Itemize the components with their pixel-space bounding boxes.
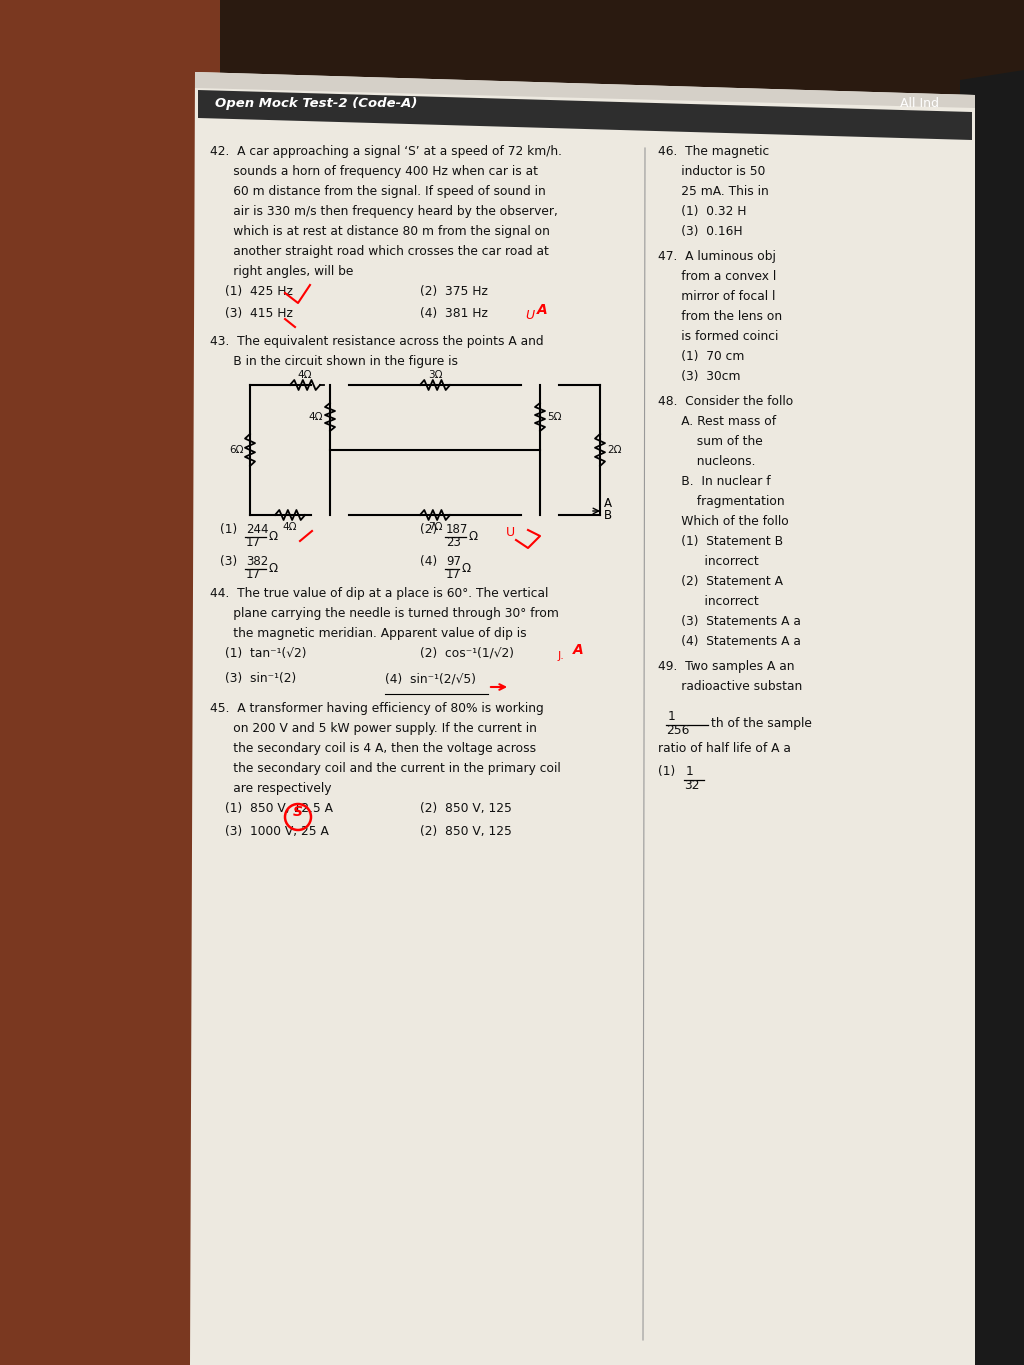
Text: 60 m distance from the signal. If speed of sound in: 60 m distance from the signal. If speed … bbox=[210, 186, 546, 198]
Text: J.: J. bbox=[558, 651, 565, 661]
Text: 1: 1 bbox=[668, 710, 676, 723]
Text: 25 mA. This in: 25 mA. This in bbox=[658, 186, 769, 198]
Text: (1)  70 cm: (1) 70 cm bbox=[658, 349, 744, 363]
Text: 43.  The equivalent resistance across the points A and: 43. The equivalent resistance across the… bbox=[210, 334, 544, 348]
Text: (2): (2) bbox=[420, 523, 437, 536]
Text: B in the circuit shown in the figure is: B in the circuit shown in the figure is bbox=[210, 355, 458, 369]
Text: 244: 244 bbox=[246, 523, 268, 536]
Text: (3)  1000 V, 25 A: (3) 1000 V, 25 A bbox=[225, 824, 329, 838]
Text: radioactive substan: radioactive substan bbox=[658, 680, 802, 693]
Text: fragmentation: fragmentation bbox=[658, 495, 784, 508]
Text: (1)  425 Hz: (1) 425 Hz bbox=[225, 285, 293, 298]
Text: Ω: Ω bbox=[469, 530, 477, 543]
Text: 17: 17 bbox=[246, 568, 261, 581]
Text: 256: 256 bbox=[666, 723, 689, 737]
Text: (4)  381 Hz: (4) 381 Hz bbox=[420, 307, 487, 319]
Text: 3Ω: 3Ω bbox=[428, 370, 442, 379]
Polygon shape bbox=[961, 70, 1024, 1365]
Text: Open Mock Test-2 (Code-A): Open Mock Test-2 (Code-A) bbox=[215, 97, 418, 111]
Text: 7Ω: 7Ω bbox=[428, 521, 442, 532]
Text: (1)  0.32 H: (1) 0.32 H bbox=[658, 205, 746, 218]
Text: 46.  The magnetic: 46. The magnetic bbox=[658, 145, 769, 158]
Text: (1): (1) bbox=[658, 764, 675, 778]
Text: Ω: Ω bbox=[268, 530, 278, 543]
Text: nucleons.: nucleons. bbox=[658, 455, 756, 468]
Text: A: A bbox=[604, 497, 612, 511]
Text: (2)  375 Hz: (2) 375 Hz bbox=[420, 285, 487, 298]
Text: are respectively: are respectively bbox=[210, 782, 332, 794]
Text: on 200 V and 5 kW power supply. If the current in: on 200 V and 5 kW power supply. If the c… bbox=[210, 722, 537, 734]
Text: (2)  Statement A: (2) Statement A bbox=[658, 575, 783, 588]
Text: (4)  Statements A a: (4) Statements A a bbox=[658, 635, 801, 648]
Text: U: U bbox=[506, 526, 515, 539]
Text: the secondary coil is 4 A, then the voltage across: the secondary coil is 4 A, then the volt… bbox=[210, 743, 537, 755]
Text: (1)  Statement B: (1) Statement B bbox=[658, 535, 783, 547]
Text: (2)  cos⁻¹(1/√2): (2) cos⁻¹(1/√2) bbox=[420, 647, 514, 661]
Polygon shape bbox=[190, 72, 975, 1365]
Text: the magnetic meridian. Apparent value of dip is: the magnetic meridian. Apparent value of… bbox=[210, 627, 526, 640]
Text: th of the sample: th of the sample bbox=[711, 717, 812, 730]
Text: 187: 187 bbox=[446, 523, 468, 536]
Text: 4Ω: 4Ω bbox=[309, 412, 324, 422]
Text: plane carrying the needle is turned through 30° from: plane carrying the needle is turned thro… bbox=[210, 607, 559, 620]
Text: 49.  Two samples A an: 49. Two samples A an bbox=[658, 661, 795, 673]
Text: (3)  0.16H: (3) 0.16H bbox=[658, 225, 742, 238]
Text: A. Rest mass of: A. Rest mass of bbox=[658, 415, 776, 429]
Text: (1)  850 V, 12.5 A: (1) 850 V, 12.5 A bbox=[225, 803, 333, 815]
Text: is formed coinci: is formed coinci bbox=[658, 330, 778, 343]
Text: 17: 17 bbox=[446, 568, 461, 581]
Text: mirror of focal l: mirror of focal l bbox=[658, 289, 775, 303]
Polygon shape bbox=[195, 72, 975, 108]
Text: incorrect: incorrect bbox=[658, 556, 759, 568]
Text: 5Ω: 5Ω bbox=[547, 412, 561, 422]
Text: (1)  tan⁻¹(√2): (1) tan⁻¹(√2) bbox=[225, 647, 306, 661]
Text: sounds a horn of frequency 400 Hz when car is at: sounds a horn of frequency 400 Hz when c… bbox=[210, 165, 538, 177]
Text: 32: 32 bbox=[684, 779, 699, 792]
Text: Ω: Ω bbox=[462, 562, 471, 575]
Text: (3)  sin⁻¹(2): (3) sin⁻¹(2) bbox=[225, 672, 296, 685]
Text: ratio of half life of A a: ratio of half life of A a bbox=[658, 743, 791, 755]
Text: A: A bbox=[537, 303, 548, 317]
Text: U: U bbox=[525, 308, 535, 322]
Text: S: S bbox=[293, 805, 303, 819]
Text: All Ind: All Ind bbox=[900, 97, 939, 111]
Text: air is 330 m/s then frequency heard by the observer,: air is 330 m/s then frequency heard by t… bbox=[210, 205, 558, 218]
Text: Ω: Ω bbox=[268, 562, 278, 575]
Text: (2)  850 V, 125: (2) 850 V, 125 bbox=[420, 803, 512, 815]
Text: 4Ω: 4Ω bbox=[298, 370, 312, 379]
Text: A: A bbox=[573, 643, 584, 657]
Text: 382: 382 bbox=[246, 556, 268, 568]
Text: (3)  30cm: (3) 30cm bbox=[658, 370, 740, 384]
Text: 42.  A car approaching a signal ‘S’ at a speed of 72 km/h.: 42. A car approaching a signal ‘S’ at a … bbox=[210, 145, 562, 158]
Text: right angles, will be: right angles, will be bbox=[210, 265, 353, 278]
Text: (3): (3) bbox=[220, 556, 238, 568]
Text: (4): (4) bbox=[420, 556, 437, 568]
Text: Which of the follo: Which of the follo bbox=[658, 515, 788, 528]
Text: 2Ω: 2Ω bbox=[607, 445, 622, 455]
Text: 1: 1 bbox=[686, 764, 693, 778]
Text: (3)  Statements A a: (3) Statements A a bbox=[658, 616, 801, 628]
Text: 97: 97 bbox=[446, 556, 461, 568]
Text: 6Ω: 6Ω bbox=[228, 445, 244, 455]
Text: (3)  415 Hz: (3) 415 Hz bbox=[225, 307, 293, 319]
Text: 4Ω: 4Ω bbox=[283, 521, 297, 532]
Text: 48.  Consider the follo: 48. Consider the follo bbox=[658, 394, 794, 408]
Text: from the lens on: from the lens on bbox=[658, 310, 782, 324]
Text: 17: 17 bbox=[246, 536, 261, 549]
Text: (4)  sin⁻¹(2/√5): (4) sin⁻¹(2/√5) bbox=[385, 672, 476, 685]
Polygon shape bbox=[0, 0, 220, 1365]
Text: the secondary coil and the current in the primary coil: the secondary coil and the current in th… bbox=[210, 762, 561, 775]
Text: (2)  850 V, 125: (2) 850 V, 125 bbox=[420, 824, 512, 838]
Text: another straight road which crosses the car road at: another straight road which crosses the … bbox=[210, 244, 549, 258]
Text: sum of the: sum of the bbox=[658, 435, 763, 448]
Text: inductor is 50: inductor is 50 bbox=[658, 165, 765, 177]
Text: 23: 23 bbox=[446, 536, 461, 549]
Polygon shape bbox=[198, 90, 972, 141]
Text: which is at rest at distance 80 m from the signal on: which is at rest at distance 80 m from t… bbox=[210, 225, 550, 238]
Text: from a convex l: from a convex l bbox=[658, 270, 776, 283]
Text: incorrect: incorrect bbox=[658, 595, 759, 607]
Text: B: B bbox=[604, 509, 612, 521]
Text: 47.  A luminous obj: 47. A luminous obj bbox=[658, 250, 776, 263]
Text: 45.  A transformer having efficiency of 80% is working: 45. A transformer having efficiency of 8… bbox=[210, 702, 544, 715]
